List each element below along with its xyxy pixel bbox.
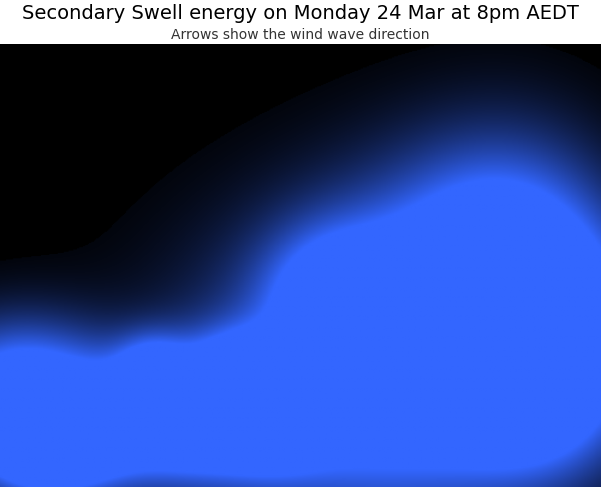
Text: Arrows show the wind wave direction: Arrows show the wind wave direction [171,28,430,42]
Text: Secondary Swell energy on Monday 24 Mar at 8pm AEDT: Secondary Swell energy on Monday 24 Mar … [22,3,579,23]
